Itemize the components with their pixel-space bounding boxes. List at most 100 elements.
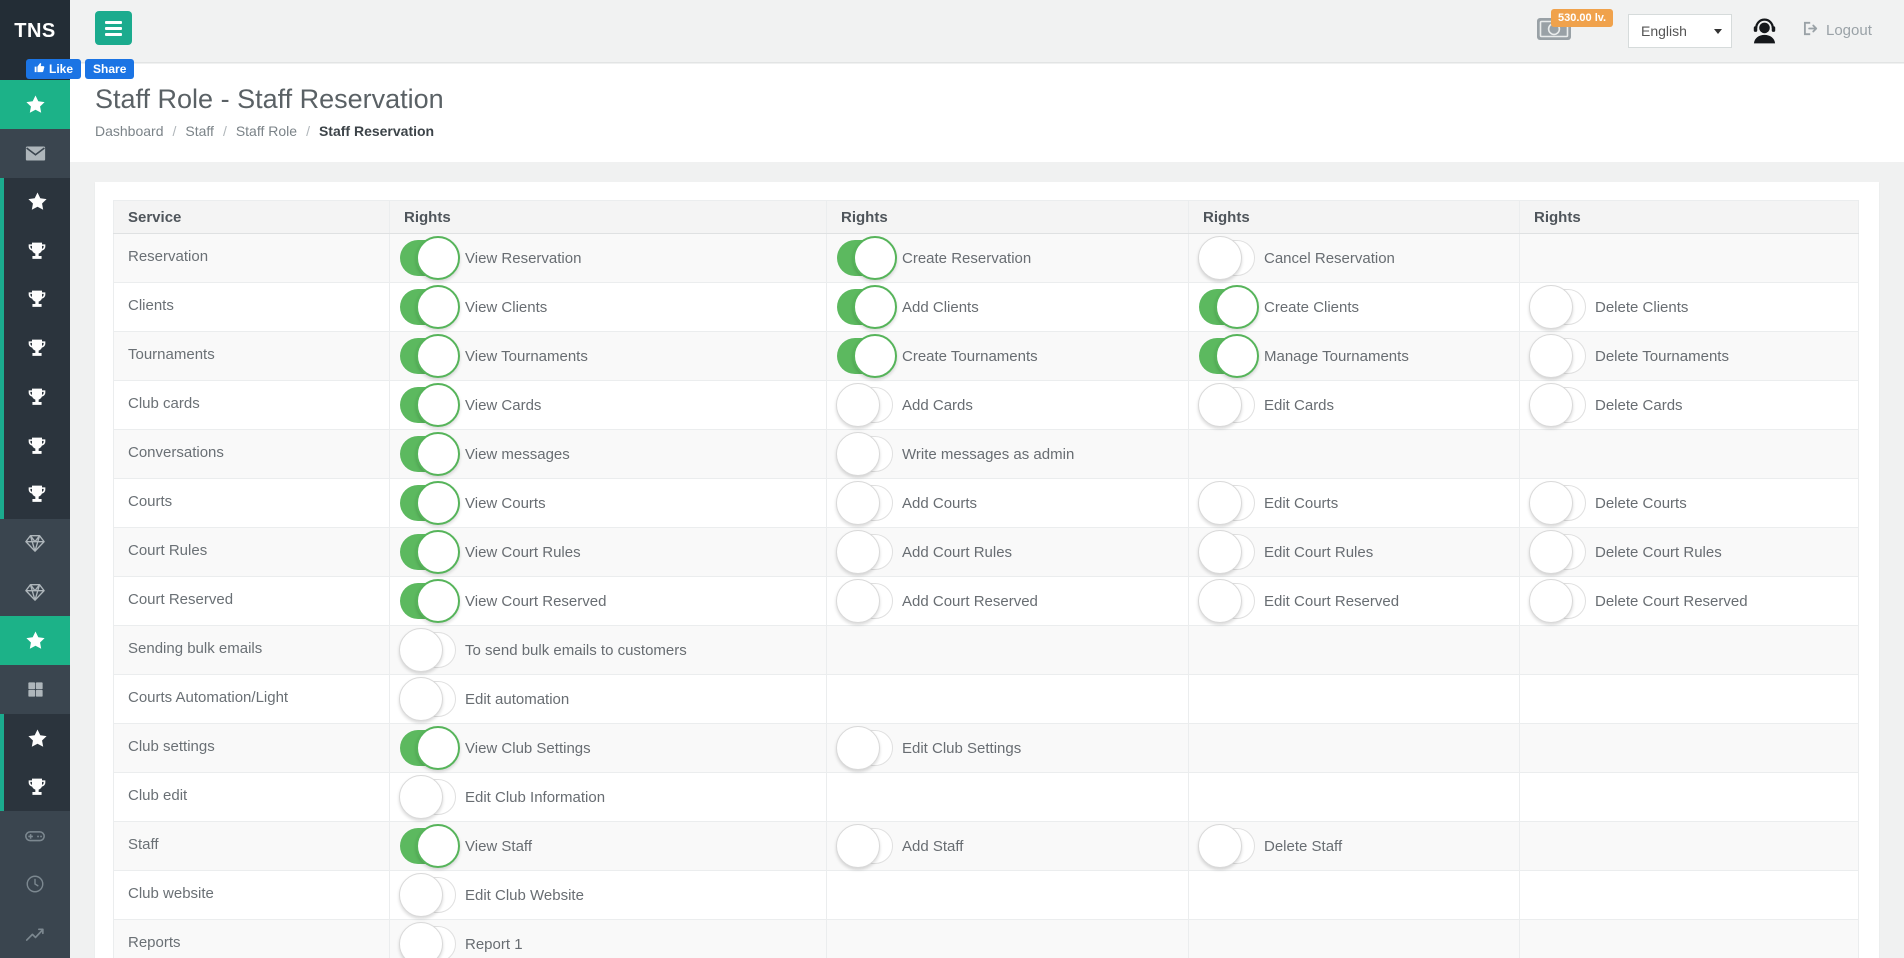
right-label: Add Court Reserved [902, 592, 1038, 610]
sidebar-toggle-button[interactable] [95, 11, 132, 45]
sidebar-item-star-14[interactable] [0, 713, 70, 763]
gem-icon [24, 533, 46, 553]
toggle-switch-on[interactable] [837, 285, 897, 329]
support-avatar-icon[interactable] [1749, 15, 1780, 51]
toggle-knob [1198, 530, 1242, 574]
toggle-switch-on[interactable] [400, 432, 460, 476]
toggle-switch-off[interactable] [399, 922, 456, 958]
toggle-switch-on[interactable] [400, 285, 460, 329]
toggle-knob [1529, 383, 1573, 427]
sidebar-item-gem-11[interactable] [0, 567, 70, 617]
toggle-switch-off[interactable] [1529, 383, 1586, 427]
sidebar-item-gamepad-16[interactable] [0, 811, 70, 860]
right-label: View Club Settings [465, 739, 591, 757]
service-cell: Conversations [113, 429, 390, 479]
sidebar-item-trophy-8[interactable] [0, 421, 70, 470]
sidebar-item-star-1[interactable] [0, 80, 70, 129]
toggle-switch-on[interactable] [400, 579, 460, 623]
service-cell: Club edit [113, 772, 390, 822]
right-label: Edit Cards [1264, 396, 1335, 414]
sidebar-item-grid-13[interactable] [0, 665, 70, 714]
rights-cell: Edit Club Settings [826, 723, 1189, 773]
right-label: Edit Club Settings [902, 739, 1022, 757]
toggle-knob [1198, 579, 1242, 623]
sidebar-item-trophy-9[interactable] [0, 470, 70, 519]
trophy-icon [27, 289, 47, 309]
facebook-share-button[interactable]: Share [85, 59, 135, 79]
toggle-switch-off[interactable] [1529, 481, 1586, 525]
sidebar-item-clock-17[interactable] [0, 860, 70, 909]
toggle-switch-on[interactable] [400, 334, 460, 378]
toggle-knob [416, 432, 460, 476]
sidebar-item-star-3[interactable] [0, 177, 70, 227]
toggle-switch-off[interactable] [1198, 824, 1255, 868]
toggle-switch-off[interactable] [836, 530, 893, 574]
toggle-switch-on[interactable] [400, 383, 460, 427]
sidebar-item-trophy-15[interactable] [0, 762, 70, 812]
toggle-switch-off[interactable] [1198, 530, 1255, 574]
star-icon [25, 94, 46, 115]
rights-cell [826, 870, 1189, 920]
toggle-switch-off[interactable] [1529, 579, 1586, 623]
table-row: Conversations View messages Write messages… [113, 429, 1859, 479]
toggle-switch-off[interactable] [399, 677, 456, 721]
sidebar-item-envelope-2[interactable] [0, 128, 70, 178]
sidebar-item-gem-10[interactable] [0, 518, 70, 568]
toggle-knob [416, 726, 460, 770]
toggle-switch-off[interactable] [1529, 285, 1586, 329]
toggle-switch-off[interactable] [399, 628, 456, 672]
toggle-switch-on[interactable] [837, 334, 897, 378]
sidebar-item-trophy-4[interactable] [0, 226, 70, 275]
toggle-switch-off[interactable] [1529, 530, 1586, 574]
rights-cell: Edit Club Website [389, 870, 827, 920]
logout-button[interactable]: Logout [1801, 20, 1872, 41]
rights-cell [826, 674, 1189, 724]
toggle-switch-on[interactable] [400, 824, 460, 868]
table-row: Courts View Courts Add Courts Edit Courts De… [113, 478, 1859, 528]
sidebar-item-trophy-5[interactable] [0, 275, 70, 324]
sidebar-item-chart-18[interactable] [0, 908, 70, 958]
toggle-switch-off[interactable] [836, 824, 893, 868]
toggle-switch-off[interactable] [399, 775, 456, 819]
rights-cell [1188, 723, 1520, 773]
toggle-switch-off[interactable] [836, 383, 893, 427]
table-row: Club website Edit Club Website [113, 870, 1859, 920]
breadcrumb-separator: / [306, 123, 310, 139]
toggle-switch-off[interactable] [836, 432, 893, 476]
toggle-switch-off[interactable] [1198, 481, 1255, 525]
rights-cell: Add Clients [826, 282, 1189, 332]
rights-cell [1519, 674, 1859, 724]
breadcrumb: Dashboard / Staff / Staff Role / Staff Reserva… [95, 123, 1904, 139]
sidebar-item-star-12[interactable] [0, 616, 70, 665]
toggle-switch-on[interactable] [400, 481, 460, 525]
rights-cell: View Courts [389, 478, 827, 528]
right-label: Add Clients [902, 298, 979, 316]
rights-cell: Manage Tournaments [1188, 331, 1520, 381]
toggle-switch-on[interactable] [400, 726, 460, 770]
toggle-switch-off[interactable] [1198, 579, 1255, 623]
toggle-switch-off[interactable] [399, 873, 456, 917]
sidebar-item-trophy-7[interactable] [0, 372, 70, 422]
toggle-switch-on[interactable] [1199, 334, 1259, 378]
toggle-switch-off[interactable] [836, 481, 893, 525]
toggle-switch-off[interactable] [836, 579, 893, 623]
right-label: Edit Court Rules [1264, 543, 1374, 561]
toggle-switch-on[interactable] [1199, 285, 1259, 329]
rights-cell [1188, 674, 1520, 724]
breadcrumb-item[interactable]: Staff Role [235, 123, 298, 139]
toggle-switch-off[interactable] [1198, 236, 1255, 280]
facebook-like-button[interactable]: Like [26, 59, 82, 79]
toggle-switch-on[interactable] [837, 236, 897, 280]
toggle-switch-off[interactable] [1198, 383, 1255, 427]
right-label: Add Courts [902, 494, 978, 512]
sidebar-item-trophy-6[interactable] [0, 323, 70, 373]
breadcrumb-item[interactable]: Dashboard [95, 123, 164, 139]
language-select[interactable]: English [1628, 14, 1732, 48]
toggle-switch-off[interactable] [1529, 334, 1586, 378]
toggle-switch-on[interactable] [400, 530, 460, 574]
toggle-switch-on[interactable] [400, 236, 460, 280]
trophy-icon [27, 436, 47, 456]
breadcrumb-item[interactable]: Staff [185, 123, 214, 139]
toggle-switch-off[interactable] [836, 726, 893, 770]
